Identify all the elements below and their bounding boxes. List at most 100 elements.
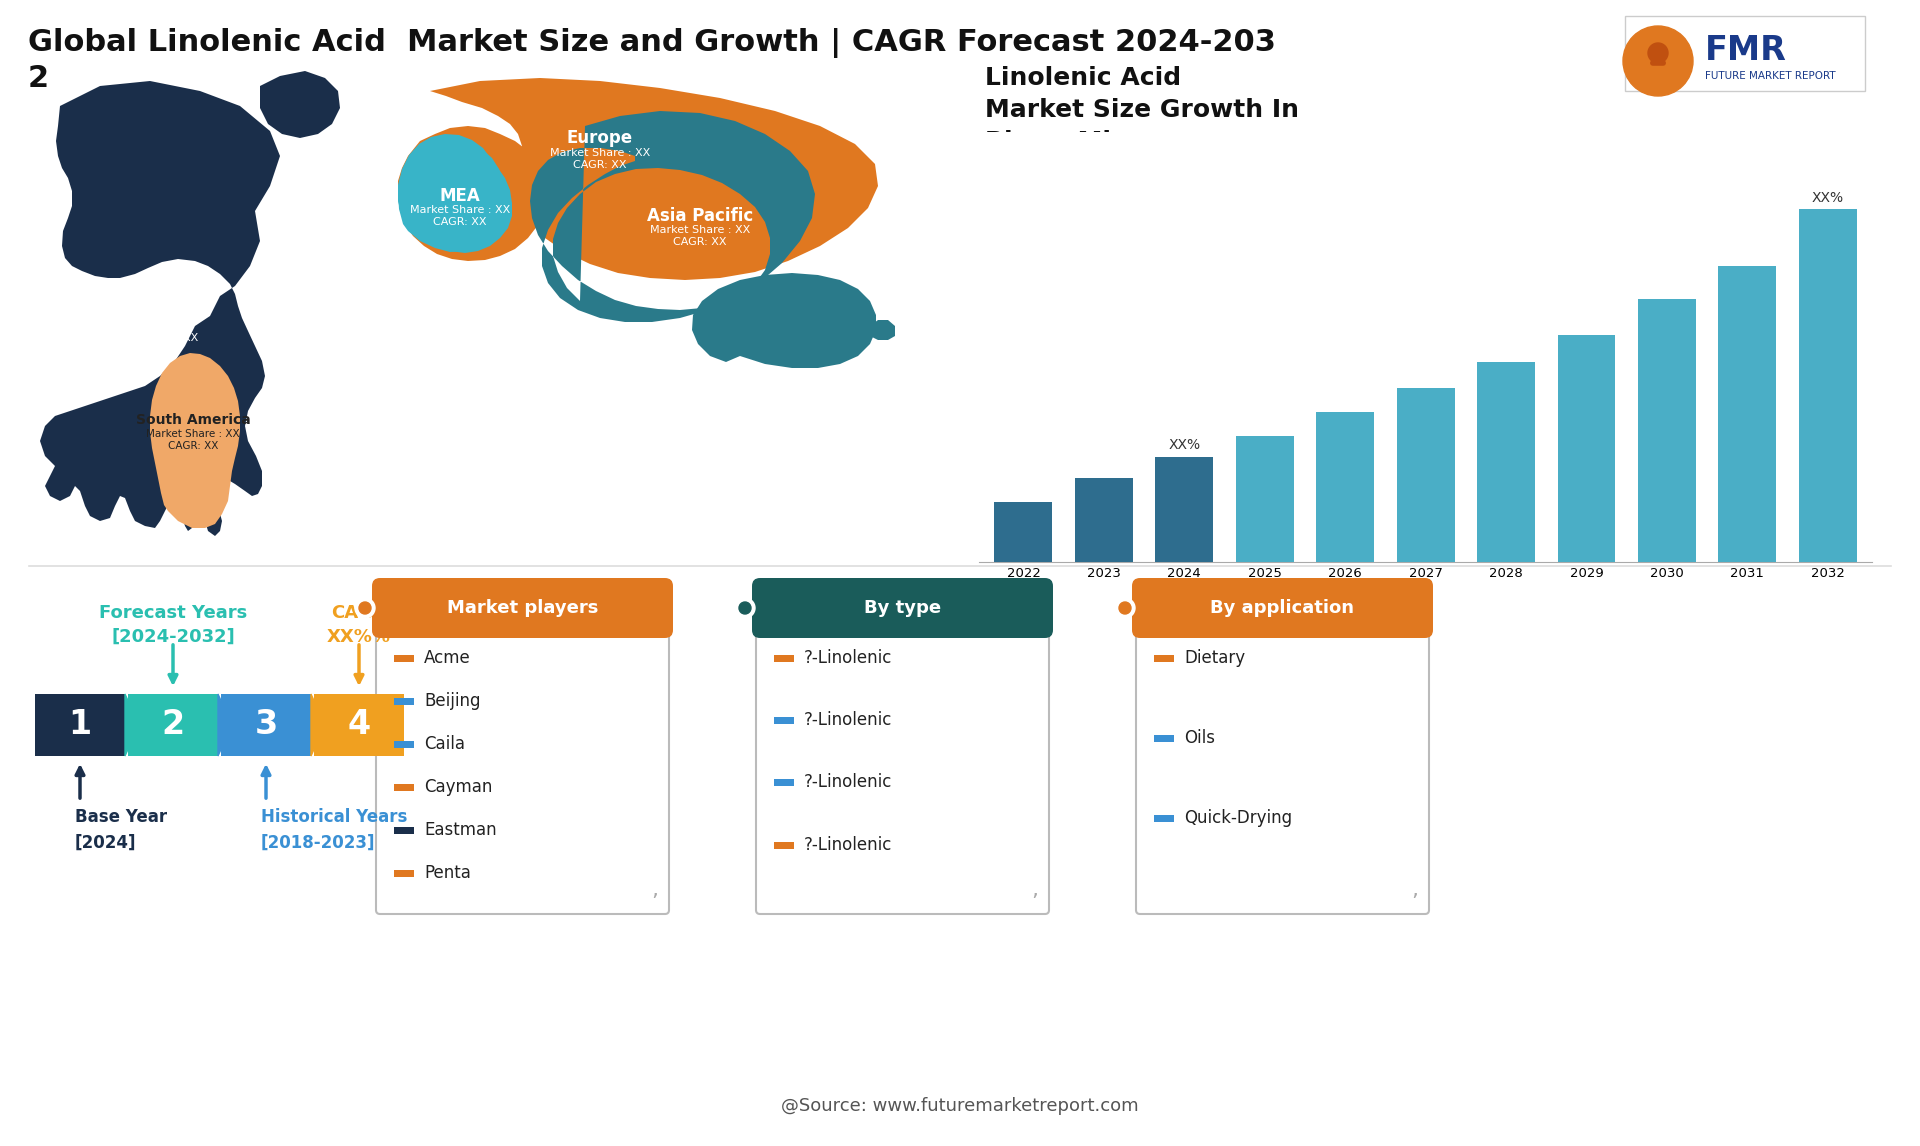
- Text: MEA: MEA: [440, 187, 480, 205]
- Bar: [774, 779, 795, 786]
- Polygon shape: [397, 140, 507, 252]
- Text: Market Size Growth In: Market Size Growth In: [985, 99, 1300, 121]
- Text: Penta: Penta: [424, 864, 470, 882]
- Text: [2024-2032]: [2024-2032]: [111, 628, 234, 646]
- FancyBboxPatch shape: [221, 694, 311, 756]
- Text: Global Linolenic Acid  Market Size and Growth | CAGR Forecast 2024-203: Global Linolenic Acid Market Size and Gr…: [29, 28, 1277, 58]
- Circle shape: [739, 602, 751, 614]
- Polygon shape: [311, 694, 324, 756]
- Bar: [394, 741, 415, 748]
- Text: Base Year: Base Year: [75, 808, 167, 826]
- Text: Dietary: Dietary: [1185, 649, 1246, 667]
- Text: Cayman: Cayman: [424, 778, 492, 796]
- Polygon shape: [405, 148, 513, 253]
- Circle shape: [735, 598, 755, 618]
- Text: 2: 2: [29, 64, 50, 93]
- Text: ?-Linolenic: ?-Linolenic: [804, 649, 893, 667]
- Bar: [394, 698, 415, 705]
- Text: Oils: Oils: [1185, 729, 1215, 747]
- Polygon shape: [150, 353, 240, 528]
- Circle shape: [355, 598, 374, 618]
- Text: Eastman: Eastman: [424, 822, 497, 839]
- Polygon shape: [691, 273, 876, 368]
- Text: CAGR: XX: CAGR: XX: [434, 217, 488, 227]
- Text: 3: 3: [253, 708, 278, 741]
- FancyBboxPatch shape: [315, 694, 403, 756]
- Text: Market Share : XX: Market Share : XX: [649, 225, 751, 235]
- Text: Quick-Drying: Quick-Drying: [1185, 809, 1292, 827]
- Polygon shape: [219, 694, 232, 756]
- Text: FMR: FMR: [1705, 34, 1788, 68]
- Text: ?-Linolenic: ?-Linolenic: [804, 835, 893, 854]
- Bar: [995, 502, 1052, 562]
- Bar: [394, 827, 415, 834]
- Bar: [1154, 656, 1173, 662]
- Text: Caila: Caila: [424, 735, 465, 753]
- Bar: [1396, 388, 1455, 562]
- Polygon shape: [40, 81, 280, 536]
- Bar: [1557, 335, 1615, 562]
- FancyBboxPatch shape: [1137, 626, 1428, 915]
- Circle shape: [1119, 602, 1131, 614]
- Bar: [774, 717, 795, 724]
- Text: CAGR: CAGR: [330, 604, 386, 622]
- Text: Linolenic Acid: Linolenic Acid: [985, 66, 1181, 91]
- Bar: [394, 656, 415, 662]
- Text: [2018-2023]: [2018-2023]: [261, 834, 376, 851]
- Bar: [1075, 478, 1133, 562]
- Text: ,: ,: [651, 880, 659, 900]
- Bar: [774, 841, 795, 849]
- Bar: [1476, 361, 1534, 562]
- Text: North
America: North America: [109, 285, 186, 327]
- Text: Historical Years: Historical Years: [261, 808, 407, 826]
- Text: XX%: XX%: [1167, 438, 1200, 453]
- Text: CAGR: XX: CAGR: XX: [574, 160, 626, 170]
- Text: XX%%: XX%%: [326, 628, 392, 646]
- Bar: [1154, 815, 1173, 822]
- Text: Market Share : XX: Market Share : XX: [98, 333, 198, 343]
- Circle shape: [1622, 26, 1693, 96]
- Bar: [774, 656, 795, 662]
- Text: Acme: Acme: [424, 649, 470, 667]
- Text: XX%: XX%: [1812, 190, 1843, 204]
- Bar: [1317, 413, 1375, 562]
- Bar: [1154, 735, 1173, 741]
- Text: Market Share : XX: Market Share : XX: [549, 148, 651, 158]
- FancyBboxPatch shape: [376, 626, 668, 915]
- Text: 2: 2: [161, 708, 184, 741]
- Text: CAGR: XX: CAGR: XX: [121, 345, 175, 355]
- Text: CAGR: XX: CAGR: XX: [167, 441, 219, 452]
- Text: 1: 1: [69, 708, 92, 741]
- Circle shape: [1647, 44, 1668, 63]
- Text: ?-Linolenic: ?-Linolenic: [804, 774, 893, 792]
- Polygon shape: [870, 320, 895, 340]
- Text: 4: 4: [348, 708, 371, 741]
- FancyBboxPatch shape: [372, 578, 674, 638]
- Circle shape: [359, 602, 371, 614]
- FancyBboxPatch shape: [129, 694, 219, 756]
- Text: South America: South America: [136, 413, 250, 427]
- Text: ,: ,: [1411, 880, 1419, 900]
- Polygon shape: [430, 78, 877, 280]
- FancyBboxPatch shape: [753, 578, 1052, 638]
- Polygon shape: [397, 134, 497, 238]
- Text: CAGR: XX: CAGR: XX: [674, 237, 728, 248]
- Polygon shape: [530, 111, 814, 322]
- Text: Market Share : XX: Market Share : XX: [146, 429, 240, 439]
- Text: Europe: Europe: [566, 129, 634, 147]
- Bar: [1156, 457, 1213, 562]
- Polygon shape: [259, 71, 340, 138]
- Bar: [394, 784, 415, 791]
- Bar: [1799, 210, 1857, 562]
- Text: Market players: Market players: [447, 599, 599, 617]
- Text: Market Share : XX: Market Share : XX: [409, 205, 511, 215]
- Circle shape: [1116, 598, 1135, 618]
- Bar: [1638, 299, 1695, 562]
- Text: Forecast Years: Forecast Years: [98, 604, 248, 622]
- Text: By type: By type: [864, 599, 941, 617]
- Text: By application: By application: [1210, 599, 1354, 617]
- Text: Asia Pacific: Asia Pacific: [647, 207, 753, 225]
- Text: ?-Linolenic: ?-Linolenic: [804, 712, 893, 729]
- Polygon shape: [125, 694, 138, 756]
- FancyBboxPatch shape: [1133, 578, 1432, 638]
